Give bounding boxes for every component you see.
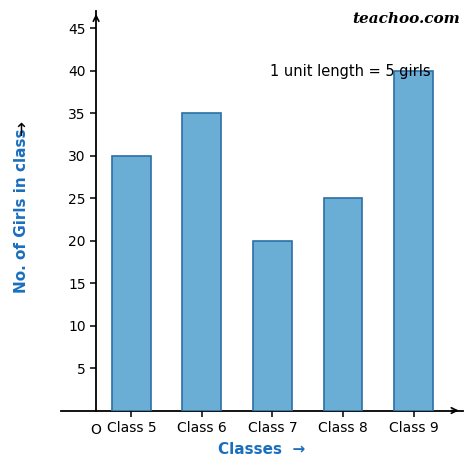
Bar bbox=[394, 71, 433, 410]
Text: 1 unit length = 5 girls: 1 unit length = 5 girls bbox=[270, 64, 430, 79]
Y-axis label: No. of Girls in class: No. of Girls in class bbox=[14, 129, 29, 293]
Bar bbox=[112, 155, 151, 410]
Text: teachoo.com: teachoo.com bbox=[352, 12, 460, 26]
X-axis label: Classes  →: Classes → bbox=[218, 442, 305, 457]
Bar bbox=[253, 241, 292, 410]
Text: O: O bbox=[91, 423, 101, 437]
Text: ↑: ↑ bbox=[14, 122, 29, 140]
Bar bbox=[324, 198, 362, 410]
Bar bbox=[182, 113, 221, 410]
